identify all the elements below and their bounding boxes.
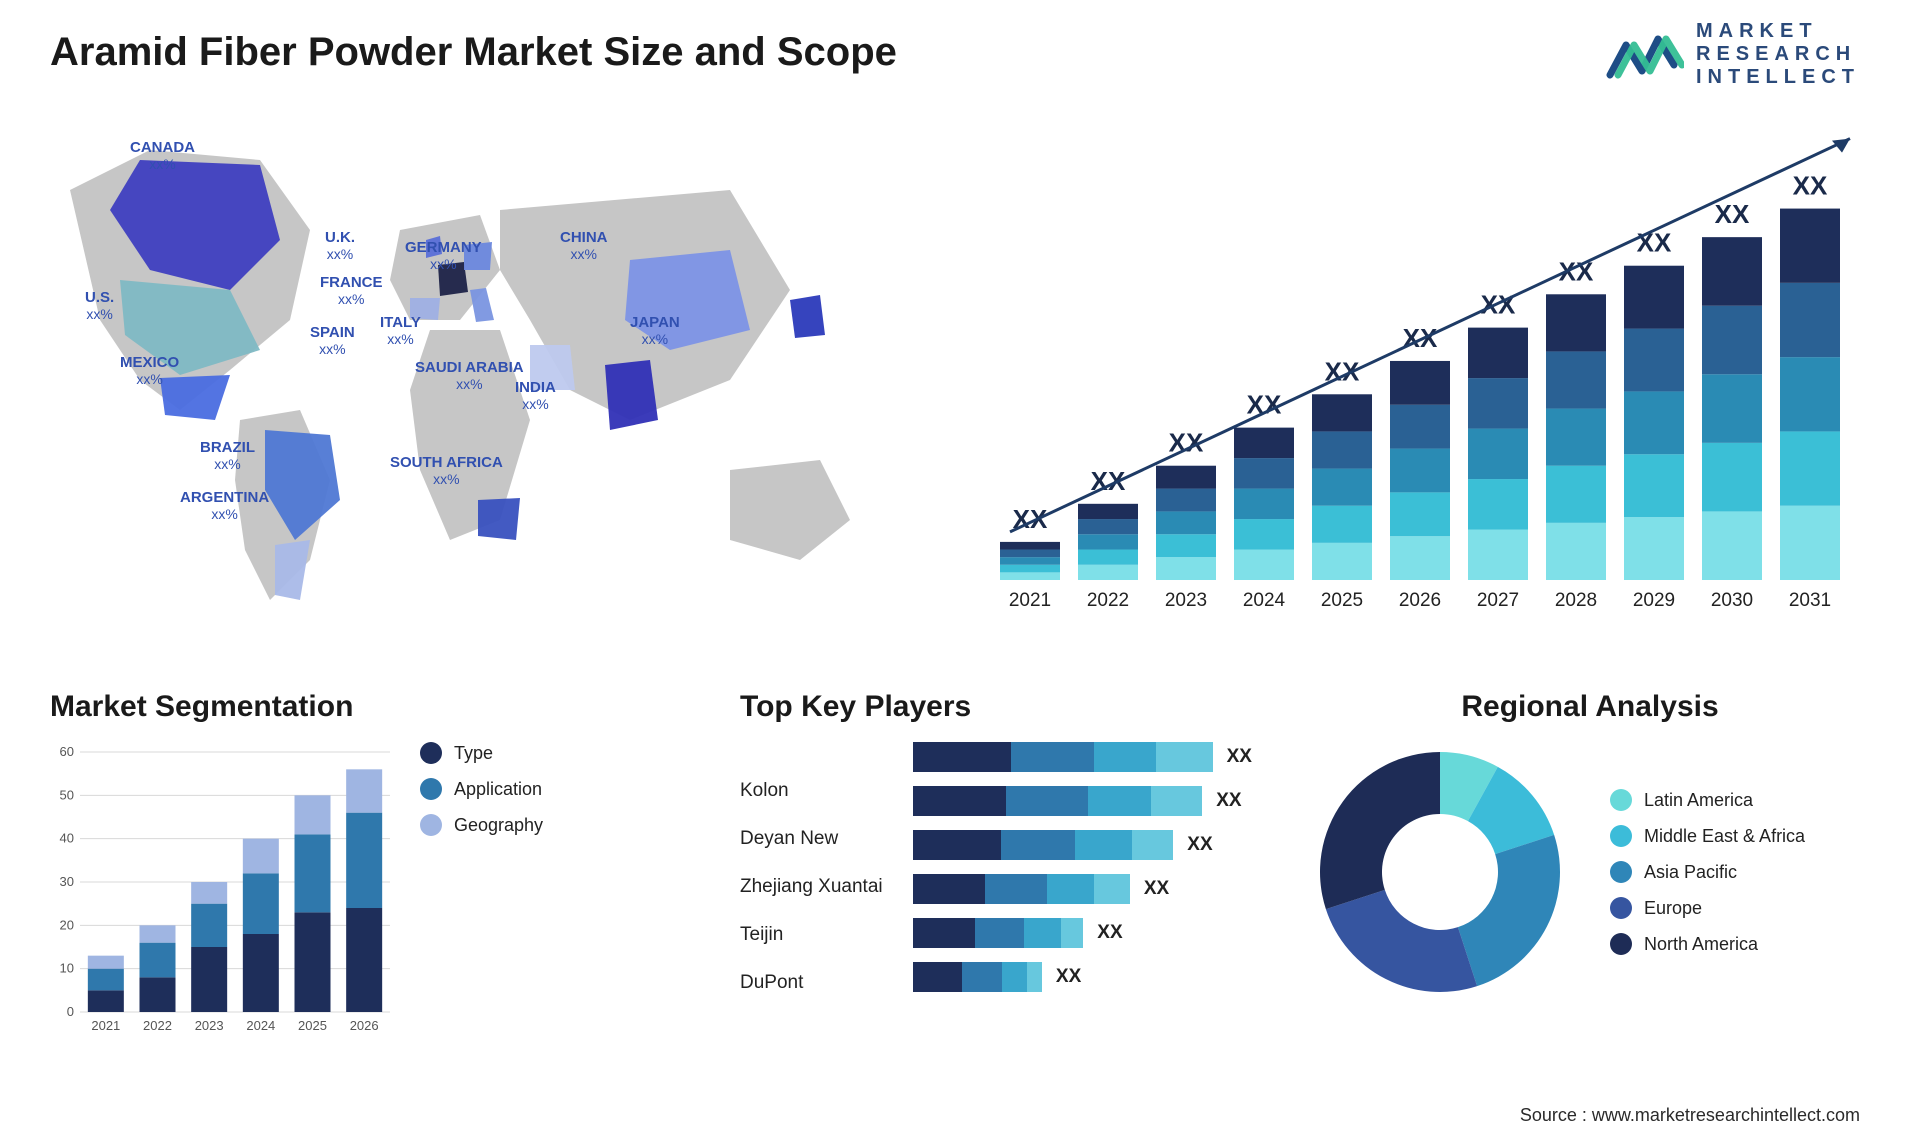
seg-legend-geography: Geography xyxy=(420,814,543,836)
region-legend-europe: Europe xyxy=(1610,897,1805,919)
player-bar-row: XX xyxy=(913,786,1260,816)
growth-chart: XX2021XX2022XX2023XX2024XX2025XX2026XX20… xyxy=(970,120,1860,640)
svg-text:2026: 2026 xyxy=(350,1018,379,1033)
svg-text:2027: 2027 xyxy=(1477,590,1519,611)
logo-line1: MARKET xyxy=(1696,20,1860,43)
regional-legend: Latin America Middle East & Africa Asia Pa… xyxy=(1610,789,1805,955)
player-bar-row: XX xyxy=(913,918,1260,948)
svg-text:XX: XX xyxy=(1247,390,1282,420)
logo-text: MARKET RESEARCH INTELLECT xyxy=(1696,20,1860,89)
regional-panel: Regional Analysis Latin America Middle Ea… xyxy=(1310,690,1870,1002)
brand-logo: MARKET RESEARCH INTELLECT xyxy=(1606,20,1860,89)
map-label-brazil: BRAZILxx% xyxy=(200,440,255,471)
svg-text:2030: 2030 xyxy=(1711,590,1753,611)
player-value: XX xyxy=(1097,922,1122,944)
map-label-france: FRANCExx% xyxy=(320,275,383,306)
segmentation-panel: Market Segmentation 0 10 20 30 40 50 60 2021 202… xyxy=(50,690,610,1042)
svg-text:2023: 2023 xyxy=(195,1018,224,1033)
map-label-u.k.: U.K.xx% xyxy=(325,230,355,261)
svg-text:10: 10 xyxy=(60,961,74,976)
map-label-u.s.: U.S.xx% xyxy=(85,290,114,321)
map-label-south-africa: SOUTH AFRICAxx% xyxy=(390,455,503,486)
map-label-japan: JAPANxx% xyxy=(630,315,680,346)
players-panel: Top Key Players Kolon Deyan New Zhejiang X… xyxy=(740,690,1260,994)
svg-text:2021: 2021 xyxy=(91,1018,120,1033)
svg-text:2025: 2025 xyxy=(1321,590,1363,611)
svg-text:2024: 2024 xyxy=(246,1018,275,1033)
regional-title: Regional Analysis xyxy=(1310,690,1870,724)
svg-text:40: 40 xyxy=(60,831,74,846)
player-name: Kolon xyxy=(740,780,883,802)
svg-text:30: 30 xyxy=(60,874,74,889)
players-title: Top Key Players xyxy=(740,690,1260,724)
players-names: Kolon Deyan New Zhejiang Xuantai Teijin DuPo… xyxy=(740,742,883,994)
svg-text:XX: XX xyxy=(1715,199,1750,229)
logo-mark-icon xyxy=(1606,25,1684,85)
svg-text:2021: 2021 xyxy=(1009,590,1051,611)
logo-line3: INTELLECT xyxy=(1696,66,1860,89)
map-label-china: CHINAxx% xyxy=(560,230,608,261)
map-label-germany: GERMANYxx% xyxy=(405,240,482,271)
region-legend-middle-east-africa: Middle East & Africa xyxy=(1610,825,1805,847)
map-label-mexico: MEXICOxx% xyxy=(120,355,179,386)
player-bar-row: XX xyxy=(913,874,1260,904)
svg-text:2028: 2028 xyxy=(1555,590,1597,611)
segmentation-title: Market Segmentation xyxy=(50,690,610,724)
player-value: XX xyxy=(1056,966,1081,988)
svg-text:2029: 2029 xyxy=(1633,590,1675,611)
svg-text:2023: 2023 xyxy=(1165,590,1207,611)
segmentation-legend: Type Application Geography xyxy=(420,742,543,836)
player-name: DuPont xyxy=(740,972,883,994)
map-label-italy: ITALYxx% xyxy=(380,315,421,346)
player-bar-row: XX xyxy=(913,962,1260,992)
svg-text:XX: XX xyxy=(1637,228,1672,258)
map-label-india: INDIAxx% xyxy=(515,380,556,411)
player-name: Deyan New xyxy=(740,828,883,850)
region-legend-north-america: North America xyxy=(1610,933,1805,955)
players-bars: XXXXXXXXXXXX xyxy=(913,742,1260,994)
svg-text:2031: 2031 xyxy=(1789,590,1831,611)
svg-text:0: 0 xyxy=(67,1004,74,1019)
svg-text:XX: XX xyxy=(1793,171,1828,201)
seg-legend-type: Type xyxy=(420,742,543,764)
map-label-argentina: ARGENTINAxx% xyxy=(180,490,269,521)
page-title: Aramid Fiber Powder Market Size and Scop… xyxy=(50,30,897,75)
player-bar-row: XX xyxy=(913,742,1260,772)
logo-line2: RESEARCH xyxy=(1696,43,1860,66)
svg-text:XX: XX xyxy=(1403,323,1438,353)
map-label-canada: CANADAxx% xyxy=(130,140,195,171)
svg-text:2022: 2022 xyxy=(143,1018,172,1033)
player-bar-row: XX xyxy=(913,830,1260,860)
svg-text:50: 50 xyxy=(60,787,74,802)
map-label-saudi-arabia: SAUDI ARABIAxx% xyxy=(415,360,524,391)
player-value: XX xyxy=(1227,746,1252,768)
player-value: XX xyxy=(1187,834,1212,856)
map-label-spain: SPAINxx% xyxy=(310,325,355,356)
seg-legend-application: Application xyxy=(420,778,543,800)
player-value: XX xyxy=(1144,878,1169,900)
svg-text:60: 60 xyxy=(60,744,74,759)
source-attribution: Source : www.marketresearchintellect.com xyxy=(1520,1105,1860,1126)
svg-text:2022: 2022 xyxy=(1087,590,1129,611)
player-value: XX xyxy=(1216,790,1241,812)
region-legend-asia-pacific: Asia Pacific xyxy=(1610,861,1805,883)
svg-text:2026: 2026 xyxy=(1399,590,1441,611)
region-legend-latin-america: Latin America xyxy=(1610,789,1805,811)
svg-text:2025: 2025 xyxy=(298,1018,327,1033)
player-name: Teijin xyxy=(740,924,883,946)
svg-text:20: 20 xyxy=(60,917,74,932)
player-name: Zhejiang Xuantai xyxy=(740,876,883,898)
world-map: CANADAxx% U.S.xx% MEXICOxx% BRAZILxx% ARGENT… xyxy=(30,120,950,640)
svg-text:2024: 2024 xyxy=(1243,590,1286,611)
